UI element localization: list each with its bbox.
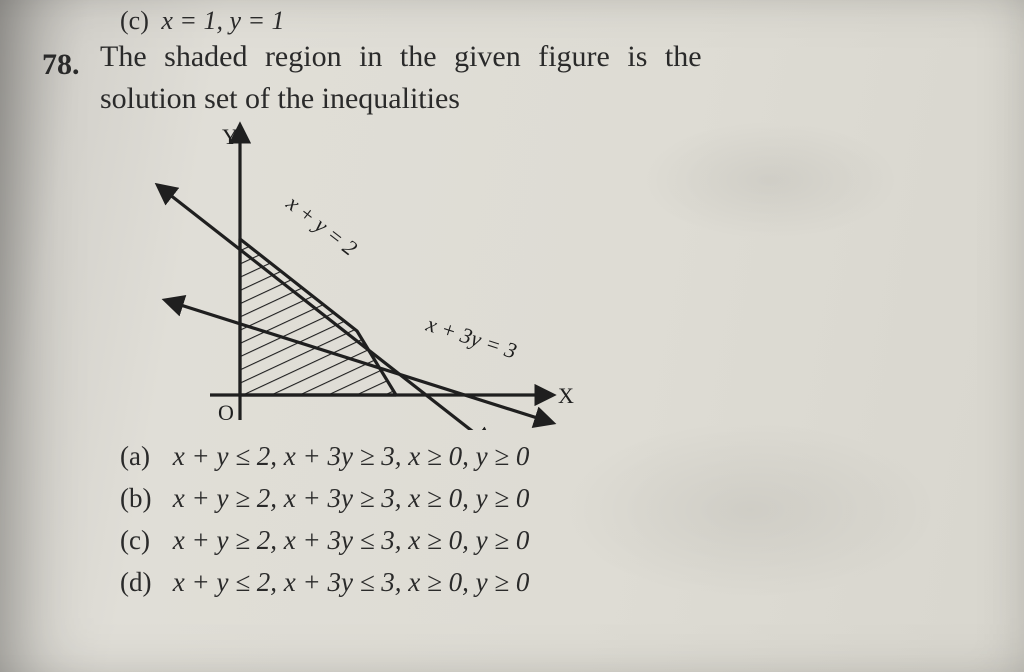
- inequality-figure: x + y = 2 x + 3y = 3 X Y O: [150, 120, 580, 430]
- option-c: (c) x + y ≥ 2, x + 3y ≤ 3, x ≥ 0, y ≥ 0: [120, 520, 529, 562]
- option-expr: x + y ≥ 2, x + 3y ≤ 3, x ≥ 0, y ≥ 0: [173, 525, 530, 555]
- question-stem-line2: solution set of the inequalities: [100, 82, 460, 116]
- option-b: (b) x + y ≥ 2, x + 3y ≥ 3, x ≥ 0, y ≥ 0: [120, 478, 529, 520]
- question-number: 78.: [42, 48, 80, 82]
- svg-text:Y: Y: [222, 124, 238, 149]
- svg-text:x + 3y = 3: x + 3y = 3: [423, 311, 520, 364]
- figure-svg: x + y = 2 x + 3y = 3 X Y O: [150, 120, 580, 430]
- answer-options: (a) x + y ≤ 2, x + 3y ≥ 3, x ≥ 0, y ≥ 0 …: [120, 436, 529, 603]
- svg-text:O: O: [218, 400, 234, 425]
- paper-smudge: [560, 420, 940, 600]
- option-expr: x + y ≤ 2, x + 3y ≤ 3, x ≥ 0, y ≥ 0: [173, 567, 530, 597]
- option-expr: x + y ≥ 2, x + 3y ≥ 3, x ≥ 0, y ≥ 0: [173, 483, 530, 513]
- option-a: (a) x + y ≤ 2, x + 3y ≥ 3, x ≥ 0, y ≥ 0: [120, 436, 529, 478]
- paper-smudge: [640, 120, 900, 240]
- option-tag: (b): [120, 478, 166, 520]
- page: (c) x = 1, y = 1 78. The shaded region i…: [0, 0, 1024, 672]
- option-tag: (c): [120, 520, 166, 562]
- svg-text:x + y = 2: x + y = 2: [281, 190, 362, 261]
- prev-option-tag: (c): [120, 6, 149, 35]
- prev-option-text: x = 1, y = 1: [161, 6, 284, 35]
- question-stem-line1: The shaded region in the given figure is…: [100, 40, 702, 74]
- option-tag: (d): [120, 562, 166, 604]
- option-expr: x + y ≤ 2, x + 3y ≥ 3, x ≥ 0, y ≥ 0: [173, 441, 530, 471]
- option-tag: (a): [120, 436, 166, 478]
- prev-option-c: (c) x = 1, y = 1: [120, 6, 285, 36]
- svg-text:X: X: [558, 383, 574, 408]
- option-d: (d) x + y ≤ 2, x + 3y ≤ 3, x ≥ 0, y ≥ 0: [120, 562, 529, 604]
